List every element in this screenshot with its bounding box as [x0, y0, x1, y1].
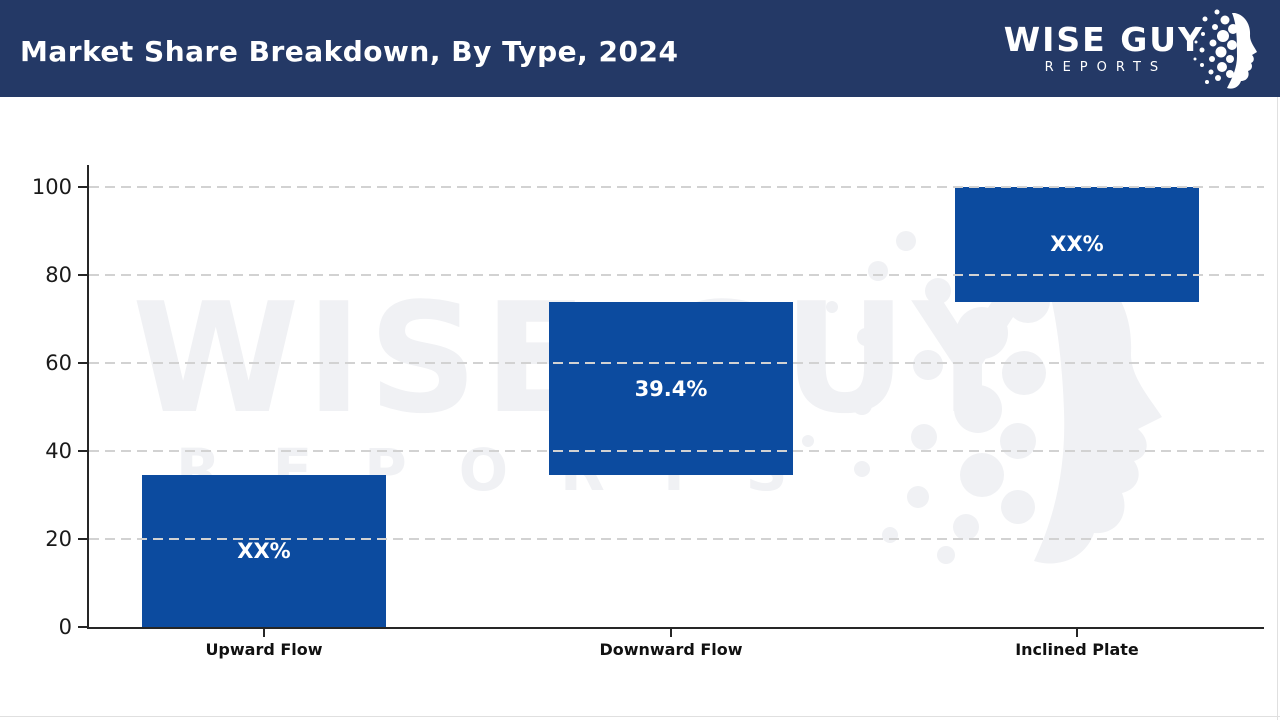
brand-logo-text: WISE GUY REPORTS [1004, 23, 1204, 75]
y-tick-0 [78, 626, 87, 628]
x-category-label: Downward Flow [599, 640, 743, 659]
bar-3 [955, 187, 1199, 302]
bar-2 [549, 301, 793, 476]
card-bottom-border [0, 716, 1280, 717]
y-tick-60 [78, 362, 87, 364]
bar-1 [142, 475, 386, 627]
y-tick-label-60: 60 [45, 351, 72, 375]
y-tick-label-0: 0 [58, 615, 72, 639]
watermark-head-icon [802, 231, 1162, 564]
y-tick-label-20: 20 [45, 527, 72, 551]
gridline-80 [89, 274, 1264, 276]
x-category-label: Upward Flow [205, 640, 323, 659]
chart-area: WISE GUY REPORTS [0, 97, 1280, 720]
gridline-100 [89, 186, 1264, 188]
head-profile-logo-icon [1193, 9, 1257, 89]
gridline-40 [89, 450, 1264, 452]
page-title: Market Share Breakdown, By Type, 2024 [20, 35, 679, 68]
brand-tagline: REPORTS [1044, 59, 1168, 75]
gridline-20 [89, 538, 1264, 540]
y-tick-40 [78, 450, 87, 452]
y-tick-label-80: 80 [45, 263, 72, 287]
card-right-border [1277, 97, 1278, 720]
x-tick-1 [263, 629, 265, 637]
x-tick-2 [670, 629, 672, 637]
header-bar: Market Share Breakdown, By Type, 2024 WI… [0, 0, 1280, 97]
brand-logo: WISE GUY REPORTS [1004, 7, 1272, 91]
bar-value-label: XX% [237, 539, 291, 564]
bar-value-label: XX% [1050, 232, 1104, 257]
y-axis-line [87, 165, 89, 629]
x-tick-3 [1076, 629, 1078, 637]
brand-name: WISE GUY [1003, 19, 1204, 59]
y-tick-100 [78, 186, 87, 188]
x-category-label: Inclined Plate [1015, 640, 1139, 659]
y-tick-label-40: 40 [45, 439, 72, 463]
x-axis-line [87, 627, 1264, 629]
bar-value-label: 39.4% [634, 376, 708, 401]
y-tick-label-100: 100 [31, 175, 72, 199]
y-tick-20 [78, 538, 87, 540]
plot-area: 0 20 40 60 80 100 XX% Upward Flow 39.4% Downward … [0, 97, 1280, 720]
y-tick-80 [78, 274, 87, 276]
gridline-60 [89, 362, 1264, 364]
